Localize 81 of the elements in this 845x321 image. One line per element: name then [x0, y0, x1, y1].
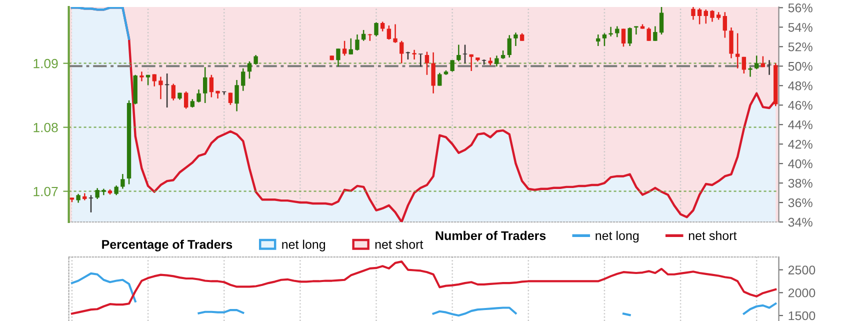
candlestick: [722, 11, 728, 38]
candlestick: [514, 32, 518, 47]
candlestick: [254, 54, 258, 66]
candlestick: [95, 187, 100, 200]
y-tick-label: 56%: [788, 3, 812, 12]
candlestick: [355, 34, 360, 52]
candlestick: [697, 8, 702, 25]
candlestick: [507, 34, 512, 58]
candlestick: [438, 72, 442, 86]
candlestick: [659, 7, 664, 36]
y-tick-label: 48%: [788, 81, 812, 90]
legend-label: net long: [596, 230, 639, 243]
candlestick: [171, 83, 176, 102]
y-tick-label: 2000: [788, 288, 816, 298]
y-tick-label: 38%: [788, 178, 812, 188]
candlestick: [380, 21, 385, 32]
candlestick: [234, 79, 239, 112]
legend-label: net short: [688, 230, 737, 240]
y-tick-label: 46%: [788, 100, 812, 110]
candlestick: [469, 54, 474, 72]
candlestick: [88, 194, 94, 214]
candlestick: [196, 88, 201, 103]
candlestick: [400, 40, 404, 64]
candlestick: [431, 52, 436, 94]
candlestick: [691, 7, 696, 20]
candlestick: [634, 26, 638, 36]
candlestick: [646, 26, 651, 42]
y-tick-label: 1.07: [34, 186, 58, 196]
legend-label: net short: [375, 240, 424, 249]
candlestick: [140, 71, 144, 82]
y-tick-label: 44%: [788, 120, 812, 130]
candlestick: [348, 38, 353, 55]
y-tick-label: 2500: [788, 266, 816, 274]
legend-title: Number of Traders: [436, 230, 546, 240]
candlestick: [456, 44, 461, 62]
candlestick: [152, 74, 156, 87]
candlestick: [120, 173, 125, 190]
candlestick: [247, 60, 252, 80]
candlestick: [336, 48, 340, 68]
candlestick: [228, 92, 233, 106]
candlestick: [203, 66, 208, 104]
candlestick: [710, 10, 714, 22]
candlestick: [184, 90, 188, 110]
candlestick: [729, 26, 734, 59]
candlestick: [736, 32, 740, 70]
candlestick: [628, 26, 632, 47]
candlestick: [393, 24, 398, 44]
candlestick: [374, 22, 378, 38]
candlestick: [361, 29, 366, 42]
candlestick: [494, 55, 499, 68]
y-tick-label: 34%: [788, 218, 812, 227]
y-tick-label: 1.09: [34, 58, 58, 68]
y-tick-label: 1.08: [34, 122, 58, 132]
candlestick: [462, 44, 468, 64]
legend-label: net long: [282, 240, 326, 252]
candlestick: [704, 8, 708, 24]
candlestick: [412, 49, 416, 60]
candlestick: [424, 51, 430, 76]
candlestick: [754, 55, 759, 70]
candlestick: [209, 74, 214, 98]
y-tick-label: 54%: [788, 23, 812, 32]
candlestick: [114, 184, 118, 196]
y-tick-label: 50%: [788, 62, 812, 71]
y-tick-label: 1500: [788, 311, 816, 320]
legend-title: Percentage of Traders: [102, 240, 232, 252]
candlestick: [653, 26, 658, 42]
candlestick: [418, 54, 423, 68]
candlestick: [742, 56, 746, 74]
candlestick: [342, 40, 347, 56]
y-tick-label: 42%: [788, 140, 812, 149]
line-series: [70, 260, 777, 315]
candlestick: [602, 32, 607, 47]
candlestick: [450, 59, 454, 72]
candlestick: [621, 28, 626, 48]
candlestick: [158, 76, 163, 100]
candlestick: [608, 26, 613, 38]
candlestick: [386, 24, 392, 40]
y-tick-label: 40%: [788, 159, 812, 168]
y-tick-label: 52%: [788, 42, 812, 52]
candlestick: [241, 68, 246, 92]
y-tick-label: 36%: [788, 198, 812, 208]
